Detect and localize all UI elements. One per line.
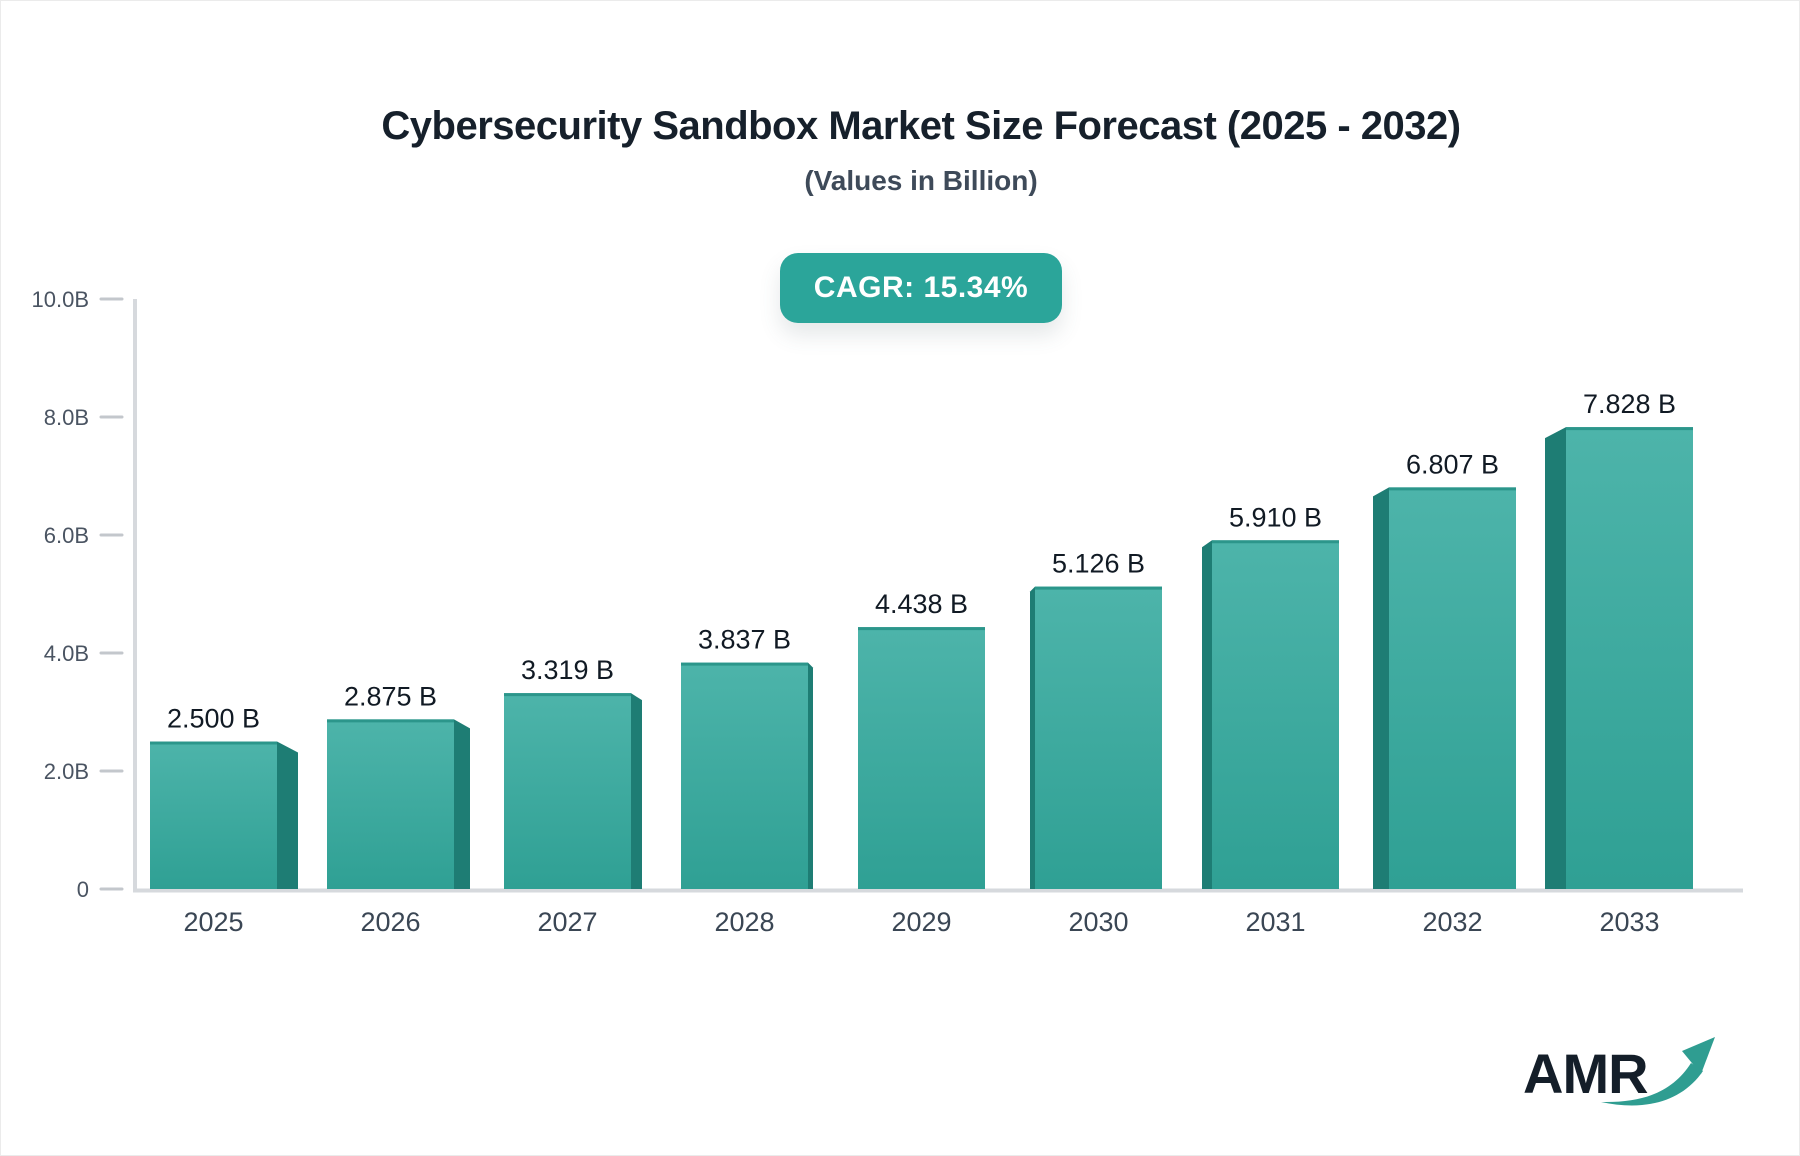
- brand-logo: AMR: [1519, 1027, 1729, 1111]
- x-axis-label: 2027: [537, 907, 597, 937]
- bar-group-2031: 5.910 B 2031: [1202, 502, 1339, 937]
- bar-group-2027: 3.319 B 2027: [504, 655, 642, 937]
- brand-name: AMR: [1523, 1042, 1648, 1105]
- y-tick-label: 10.0B: [32, 287, 90, 312]
- bar-side-face: [808, 662, 813, 889]
- x-axis-label: 2032: [1422, 907, 1482, 937]
- chart-header: Cybersecurity Sandbox Market Size Foreca…: [41, 1, 1799, 197]
- bar-front-face: [1566, 427, 1693, 889]
- bar-side-face: [277, 741, 298, 889]
- y-tick-label: 0: [77, 877, 89, 902]
- bar-group-2033: 7.828 B 2033: [1545, 389, 1693, 937]
- bar-group-2032: 6.807 B 2032: [1373, 449, 1516, 937]
- bar-front-face: [327, 719, 454, 889]
- x-axis-label: 2026: [360, 907, 420, 937]
- bar-front-face: [1035, 586, 1162, 889]
- page-title: Cybersecurity Sandbox Market Size Foreca…: [381, 104, 1461, 148]
- y-tick-label: 2.0B: [44, 759, 89, 784]
- growth-arrow-icon: [1601, 1037, 1715, 1106]
- bar-side-face: [1030, 586, 1035, 889]
- bar-value-label: 2.875 B: [344, 681, 437, 711]
- bar-group-2029: 4.438 B 2029: [858, 589, 985, 937]
- bar-front-face: [681, 662, 808, 889]
- bar-side-face: [454, 719, 470, 889]
- x-axis-label: 2030: [1068, 907, 1128, 937]
- bar-front-face: [1389, 487, 1516, 889]
- brand-logo-graphic: AMR: [1523, 1037, 1715, 1106]
- bar-value-label: 6.807 B: [1406, 449, 1499, 479]
- x-axis-label: 2028: [714, 907, 774, 937]
- bar-front-face: [150, 741, 277, 889]
- cagr-badge: CAGR: 15.34%: [780, 253, 1062, 323]
- bar-side-face: [1545, 427, 1566, 889]
- bar-front-face: [504, 693, 631, 889]
- bar-value-label: 4.438 B: [875, 589, 968, 619]
- bar-side-face: [1373, 487, 1389, 889]
- cagr-badge-label: CAGR: 15.34%: [813, 271, 1029, 304]
- bar-value-label: 3.837 B: [698, 625, 791, 655]
- y-tick-label: 6.0B: [44, 523, 89, 548]
- x-axis-label: 2029: [891, 907, 951, 937]
- bar-value-label: 3.319 B: [521, 655, 614, 685]
- bar-value-label: 5.910 B: [1229, 502, 1322, 532]
- bar-group-2030: 5.126 B 2030: [1030, 549, 1162, 937]
- chart-subtitle: (Values in Billion): [804, 165, 1038, 196]
- bar-value-label: 2.500 B: [167, 704, 260, 734]
- bar-side-face: [1202, 540, 1212, 889]
- y-tick-label: 4.0B: [44, 641, 89, 666]
- bar-value-label: 7.828 B: [1583, 389, 1676, 419]
- x-axis-label: 2031: [1245, 907, 1305, 937]
- x-axis-label: 2025: [183, 907, 243, 937]
- bar-front-face: [858, 627, 985, 889]
- bar-side-face: [631, 693, 642, 889]
- x-axis-label: 2033: [1599, 907, 1659, 937]
- bar-group-2028: 3.837 B 2028: [681, 625, 813, 937]
- bar-group-2026: 2.875 B 2026: [327, 681, 470, 937]
- bar-group-2025: 2.500 B 2025: [150, 704, 298, 937]
- bar-chart: 0 2.0B 4.0B 6.0B 8.0B 10.0B 2.500 B 2025 2.875 B…: [32, 287, 1743, 937]
- bar-value-label: 5.126 B: [1052, 549, 1145, 579]
- bar-front-face: [1212, 540, 1339, 889]
- y-tick-label: 8.0B: [44, 405, 89, 430]
